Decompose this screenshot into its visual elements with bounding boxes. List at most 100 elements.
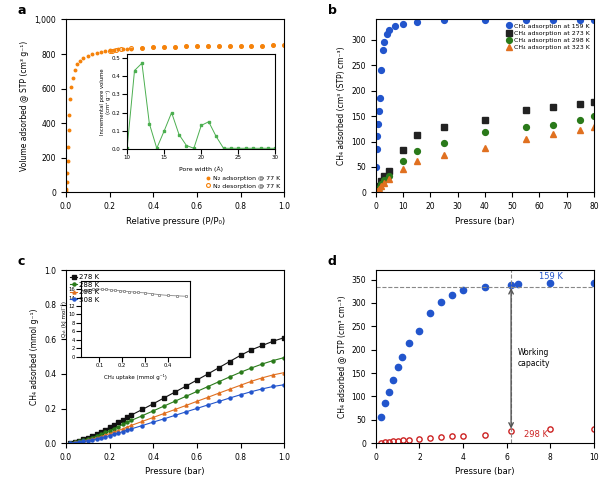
CH₄ adsorption at 323 K [481,145,488,150]
N₂ adsorption @ 77 K [64,158,71,164]
298 K [115,428,122,433]
N₂ adsorption @ 77 K [259,43,266,49]
Y-axis label: CH₄ adsorbed @ STP (cm³ cm⁻³): CH₄ adsorbed @ STP (cm³ cm⁻³) [337,296,346,418]
N₂ desorption @ 77 K [226,43,233,49]
CH₄ adsorption at 159 K [550,18,557,23]
N₂ adsorption @ 77 K [65,127,73,133]
288 K [124,419,131,425]
278 K [80,436,87,442]
CH₄ adsorption at 273 K [577,101,584,107]
CH₄ adsorption at 323 K [577,128,584,133]
288 K [172,398,179,404]
278 K [149,401,157,407]
CH₄ adsorption at 273 K [373,188,380,194]
N₂ adsorption @ 77 K [63,186,70,192]
288 K [182,393,190,399]
Line: 288 K: 288 K [69,356,286,444]
298 K [281,370,288,375]
278 K [84,435,91,441]
N₂ adsorption @ 77 K [84,53,91,59]
CH₄ adsorption at 298 K [413,148,421,153]
298 K [128,422,135,428]
Text: a: a [18,4,26,18]
X-axis label: Pressure (bar): Pressure (bar) [455,217,515,225]
308 K [204,402,211,408]
N₂ desorption @ 77 K [108,48,115,54]
288 K [281,355,288,360]
298 K [97,434,104,440]
Line: 308 K: 308 K [69,383,286,445]
308 K [106,432,113,438]
298 K [193,398,200,404]
298 K [93,435,100,441]
Y-axis label: CH₄ adsorbed (cm³ (STP) cm⁻³): CH₄ adsorbed (cm³ (STP) cm⁻³) [337,47,346,165]
288 K [226,374,233,380]
CH₄ adsorption at 298 K [373,188,380,194]
278 K [71,439,79,445]
308 K [281,382,288,388]
298 K [182,403,190,409]
288 K [76,438,83,444]
CH₄ adsorption at 159 K [377,67,385,73]
CH₄ adsorption at 273 K [481,117,488,123]
308 K [193,406,200,412]
278 K [115,419,122,425]
CH₄ adsorption at 323 K [374,188,381,194]
CH₄ adsorption at 159 K [373,146,380,152]
N₂ desorption @ 77 K [128,45,135,51]
298 K [71,440,79,446]
308 K [97,435,104,441]
288 K [101,430,109,435]
CH₄ adsorption at 159 K [376,95,383,101]
CH₄ adsorption at 298 K [386,173,393,179]
CH₄ adsorption at 298 K [522,124,529,130]
CH₄ adsorption at 159 K [577,18,584,23]
CH₄ adsorption at 323 K [522,136,529,142]
308 K [124,427,131,433]
CH₄ adsorption at 298 K [375,186,382,191]
CH₄ adsorption at 298 K [374,187,381,193]
N₂ adsorption @ 77 K [69,75,76,81]
308 K [149,419,157,425]
N₂ desorption @ 77 K [193,43,200,49]
N₂ adsorption @ 77 K [66,112,73,117]
N₂ desorption @ 77 K [113,47,120,53]
288 K [110,426,118,431]
N₂ adsorption @ 77 K [89,52,96,57]
298 K [172,407,179,412]
CH₄ adsorption at 323 K [377,184,385,189]
N₂ adsorption @ 77 K [71,67,79,73]
288 K [80,437,87,443]
Line: CH₄ adsorption at 159 K: CH₄ adsorption at 159 K [373,18,597,170]
CH₄ adsorption at 159 K [373,164,380,170]
278 K [215,365,223,371]
CH₄ adsorption at 159 K [413,19,421,24]
Line: N₂ desorption @ 77 K: N₂ desorption @ 77 K [107,43,286,53]
288 K [128,417,135,423]
308 K [128,426,135,432]
288 K [149,408,157,414]
288 K [71,439,79,445]
CH₄ adsorption at 273 K [386,168,393,173]
CH₄ adsorption at 159 K [375,108,382,114]
N₂ adsorption @ 77 K [93,50,100,56]
CH₄ adsorption at 159 K [481,18,488,23]
Y-axis label: CH₄ adsorbed (mmol g⁻¹): CH₄ adsorbed (mmol g⁻¹) [29,308,38,405]
298 K [161,411,168,416]
N₂ adsorption @ 77 K [106,48,113,54]
298 K [76,439,83,445]
N₂ desorption @ 77 K [269,42,277,48]
CH₄ adsorption at 273 K [590,99,598,105]
278 K [182,383,190,389]
CH₄ adsorption at 159 K [374,133,381,139]
CH₄ adsorption at 273 K [375,184,382,189]
Text: 298 K: 298 K [524,430,548,439]
308 K [215,398,223,404]
298 K [248,378,255,384]
CH₄ adsorption at 273 K [522,107,529,113]
N₂ adsorption @ 77 K [80,56,87,61]
298 K [237,382,244,388]
298 K [106,431,113,436]
298 K [67,440,74,446]
N₂ adsorption @ 77 K [149,44,157,50]
